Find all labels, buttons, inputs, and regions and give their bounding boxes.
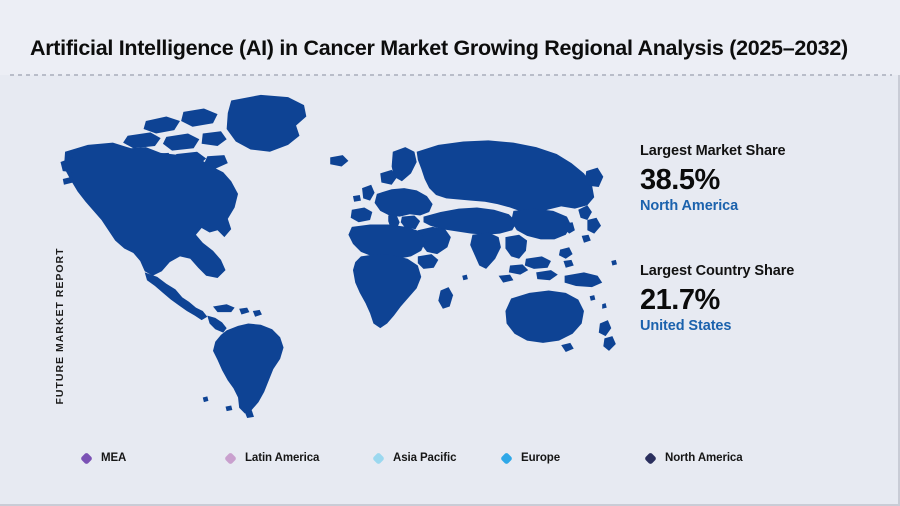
region-legend: MEA Latin America Asia Pacific Europe No… <box>80 446 802 470</box>
legend-label: North America <box>665 452 743 464</box>
stat-label: Largest Country Share <box>640 263 795 279</box>
legend-label: Latin America <box>245 452 320 464</box>
legend-diamond-icon <box>500 451 513 465</box>
header-divider <box>10 74 892 76</box>
legend-item-north-america: North America <box>644 446 743 470</box>
stat-value: 38.5% <box>640 164 720 196</box>
legend-label: Europe <box>521 452 561 464</box>
legend-item-asia-pacific: Asia Pacific <box>372 446 457 470</box>
legend-diamond-icon <box>372 451 385 465</box>
stat-region: United States <box>640 317 732 334</box>
legend-label: MEA <box>101 452 127 464</box>
legend-diamond-icon <box>644 451 657 465</box>
map-landmasses <box>60 94 617 418</box>
legend-label: Asia Pacific <box>393 452 457 464</box>
world-map <box>60 88 630 418</box>
stat-value: 21.7% <box>640 284 720 316</box>
legend-item-latin-america: Latin America <box>224 446 320 470</box>
world-map-svg <box>60 94 617 418</box>
legend-diamond-icon <box>224 451 237 465</box>
legend-diamond-icon <box>80 451 93 465</box>
legend-item-mea: MEA <box>80 446 127 470</box>
legend-item-europe: Europe <box>500 446 561 470</box>
stat-label: Largest Market Share <box>640 143 786 159</box>
header-bar: Artificial Intelligence (AI) in Cancer M… <box>0 0 900 75</box>
stat-largest-country-share: Largest Country Share 21.7% United State… <box>640 263 794 334</box>
stat-largest-market-share: Largest Market Share 38.5% North America <box>640 143 786 214</box>
page-title: Artificial Intelligence (AI) in Cancer M… <box>30 36 848 60</box>
stat-region: North America <box>640 197 739 214</box>
